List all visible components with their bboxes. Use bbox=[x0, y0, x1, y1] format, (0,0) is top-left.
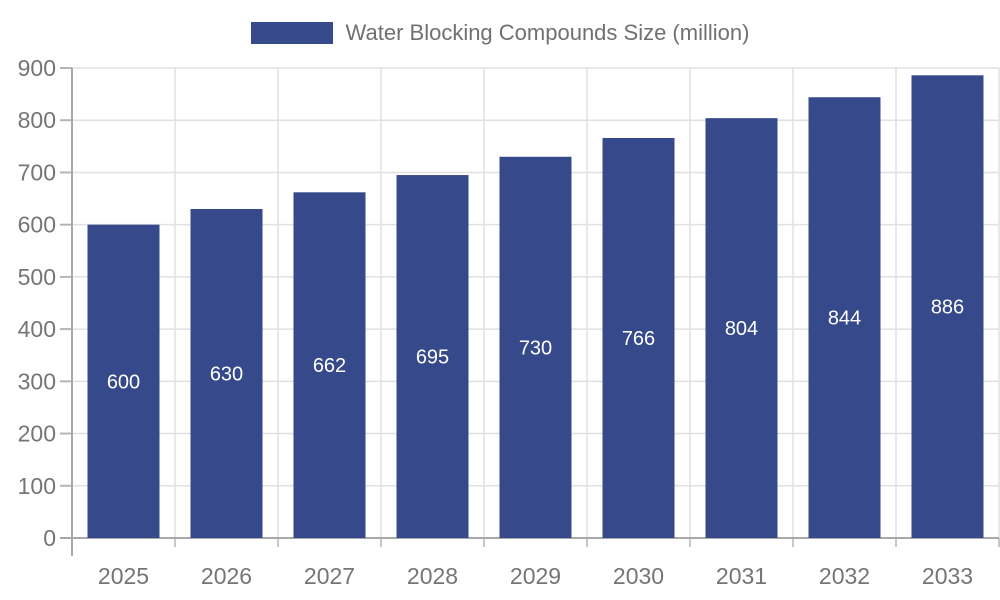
x-axis-label: 2033 bbox=[922, 563, 973, 589]
y-axis-label: 800 bbox=[18, 107, 56, 133]
bar-value-label: 766 bbox=[622, 328, 655, 350]
bar-value-label: 600 bbox=[107, 371, 140, 393]
bar-value-label: 695 bbox=[416, 347, 449, 369]
bar-value-label: 662 bbox=[313, 355, 346, 377]
legend-swatch bbox=[250, 22, 333, 44]
x-axis-label: 2029 bbox=[510, 563, 561, 589]
bar-value-label: 886 bbox=[931, 297, 964, 319]
x-axis-label: 2026 bbox=[201, 563, 252, 589]
y-axis-label: 400 bbox=[18, 316, 56, 342]
legend[interactable]: Water Blocking Compounds Size (million) bbox=[0, 20, 1000, 46]
y-axis-label: 100 bbox=[18, 473, 56, 499]
bar[interactable] bbox=[705, 118, 778, 538]
bar[interactable] bbox=[396, 175, 469, 539]
y-axis-label: 600 bbox=[18, 212, 56, 238]
y-axis-label: 700 bbox=[18, 159, 56, 185]
bar[interactable] bbox=[808, 97, 881, 538]
bar-value-label: 844 bbox=[828, 308, 861, 330]
bar[interactable] bbox=[499, 156, 572, 538]
bar-value-label: 730 bbox=[519, 337, 552, 359]
bar[interactable] bbox=[190, 209, 263, 538]
x-axis-label: 2031 bbox=[716, 563, 767, 589]
x-axis-label: 2028 bbox=[407, 563, 458, 589]
y-axis-label: 900 bbox=[18, 55, 56, 81]
y-axis-label: 500 bbox=[18, 264, 56, 290]
x-axis-label: 2032 bbox=[819, 563, 870, 589]
bar[interactable] bbox=[602, 137, 675, 538]
bar-value-label: 630 bbox=[210, 364, 243, 386]
x-axis-label: 2027 bbox=[304, 563, 355, 589]
x-axis-label: 2030 bbox=[613, 563, 664, 589]
legend-label: Water Blocking Compounds Size (million) bbox=[345, 20, 750, 45]
x-axis-label: 2025 bbox=[98, 563, 149, 589]
y-axis-label: 0 bbox=[43, 525, 56, 551]
bar-value-label: 804 bbox=[725, 318, 758, 340]
y-axis-label: 300 bbox=[18, 368, 56, 394]
y-axis-label: 200 bbox=[18, 421, 56, 447]
bar[interactable] bbox=[911, 75, 984, 539]
bar[interactable] bbox=[87, 224, 160, 538]
bar[interactable] bbox=[293, 192, 366, 539]
